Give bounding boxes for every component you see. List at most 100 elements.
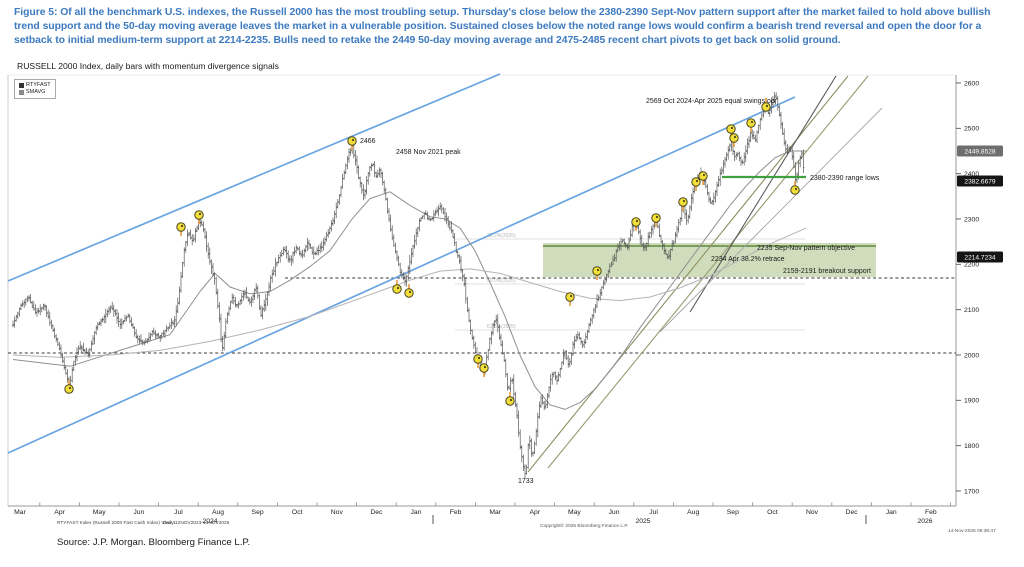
axis-price-badge xyxy=(957,175,1003,187)
divergence-marker-dot xyxy=(396,286,400,290)
chart-text: 2025 xyxy=(635,518,650,525)
divergence-marker xyxy=(176,222,186,232)
divergence-marker-dot xyxy=(180,224,184,228)
chart-text: 1733 xyxy=(518,478,534,485)
chart-text: 1900 xyxy=(964,398,979,405)
divergence-marker-dot xyxy=(596,268,600,272)
chart-text: Mar xyxy=(489,509,501,516)
divergence-marker-dot xyxy=(509,398,513,402)
divergence-marker xyxy=(746,118,756,128)
axis-price-badge xyxy=(957,145,1003,157)
chart-text: Nov xyxy=(331,509,344,516)
divergence-marker-dot xyxy=(794,187,798,191)
chart-text: 2235 Sep-Nov pattern objective xyxy=(757,245,855,252)
legend-swatch-smavg xyxy=(19,90,24,95)
chart-text: May xyxy=(568,509,581,516)
chart-text: Feb xyxy=(925,509,937,516)
chart-text: Mar xyxy=(14,509,26,516)
divergence-marker xyxy=(565,292,575,302)
chart-text: 2466 xyxy=(360,138,376,145)
chart-text: 2024 xyxy=(202,518,217,525)
chart-text: 14-Nov-2025 06:36:47 xyxy=(948,528,996,534)
chart-text: 2300 xyxy=(964,216,979,223)
chart-text: Jun xyxy=(609,509,620,516)
chart-text: 50.0%(2025) xyxy=(487,278,516,284)
divergence-marker xyxy=(64,384,74,394)
divergence-marker xyxy=(651,213,661,223)
divergence-marker xyxy=(790,185,800,195)
chart-text: Jan xyxy=(411,509,422,516)
divergence-marker-dot xyxy=(635,219,639,223)
divergence-marker-dot xyxy=(702,173,706,177)
legend-item-smavg: SMAVG xyxy=(19,89,51,96)
divergence-marker xyxy=(729,133,739,143)
chart-text: Daily 12NOV2023-14NOV2025 xyxy=(163,520,230,526)
divergence-marker-dot xyxy=(682,199,686,203)
divergence-marker xyxy=(678,197,688,207)
source-line: Source: J.P. Morgan. Bloomberg Finance L… xyxy=(57,537,251,548)
chart-title: RUSSELL 2000 Index, daily bars with mome… xyxy=(17,61,279,71)
chart-text: 2234 Apr 38.2% retrace xyxy=(711,256,785,263)
chart-text: 2600 xyxy=(964,80,979,87)
ma-line-1 xyxy=(12,227,807,358)
divergence-marker xyxy=(631,217,641,227)
divergence-marker-dot xyxy=(351,138,355,142)
chart-text: Oct xyxy=(767,509,778,516)
divergence-marker xyxy=(592,266,602,276)
legend-swatch-price xyxy=(19,83,24,88)
chart-text: 2500 xyxy=(964,126,979,133)
chart-text: Copyright© 2025 Bloomberg Finance L.P. xyxy=(540,522,628,529)
divergence-marker xyxy=(479,363,489,373)
trend-line-internal-gray-light xyxy=(659,107,883,333)
divergence-marker-dot xyxy=(68,386,72,390)
chart-text: Dec xyxy=(370,509,383,516)
chart-text: 2159-2191 breakout support xyxy=(783,268,871,275)
divergence-marker xyxy=(404,288,414,298)
divergence-marker-dot xyxy=(477,356,481,360)
chart-text: Apr xyxy=(530,509,541,516)
trend-line-olive-support-2 xyxy=(547,75,869,469)
chart-text: 2380-2390 range lows xyxy=(810,175,880,182)
chart-text: 2569 Oct 2024-Apr 2025 equal swings obj xyxy=(646,98,777,105)
divergence-marker-dot xyxy=(655,215,659,219)
divergence-marker-dot xyxy=(733,135,737,139)
legend-label-price: RTYFAST xyxy=(26,82,51,88)
divergence-marker xyxy=(505,396,515,406)
divergence-marker xyxy=(347,136,357,146)
chart-text: 38.2%(2025) xyxy=(487,233,516,239)
chart-text: Nov xyxy=(806,509,819,516)
divergence-marker-dot xyxy=(483,365,487,369)
divergence-marker xyxy=(392,284,402,294)
chart-text: 1700 xyxy=(964,488,979,495)
chart-text: 2458 Nov 2021 peak xyxy=(396,149,461,156)
chart-text: Aug xyxy=(687,509,699,516)
trend-line-bull-channel-upper-blue xyxy=(7,73,501,282)
axis-price-badge xyxy=(957,251,1003,263)
divergence-marker-dot xyxy=(730,126,734,130)
divergence-marker-dot xyxy=(695,179,699,183)
chart-text: Feb xyxy=(450,509,462,516)
figure-caption: Figure 5: Of all the benchmark U.S. inde… xyxy=(14,7,991,46)
divergence-marker-dot xyxy=(198,212,202,216)
divergence-marker xyxy=(691,177,701,187)
chart-text: 2100 xyxy=(964,307,979,314)
chart-text: Dec xyxy=(846,509,859,516)
divergence-marker-dot xyxy=(750,120,754,124)
chart-text: 2449.8528 xyxy=(964,149,996,156)
divergence-marker xyxy=(194,210,204,220)
chart-text: Jul xyxy=(649,509,658,516)
chart-text: May xyxy=(93,509,106,516)
chart-text: Sep xyxy=(727,509,739,516)
chart-text: Sep xyxy=(252,509,264,516)
legend-item-price: RTYFAST xyxy=(19,82,51,89)
chart-text: Oct xyxy=(292,509,303,516)
chart-text: 2026 xyxy=(917,518,932,525)
chart-text: 2000 xyxy=(964,352,979,359)
chart-text: RTYFAST Index (Russell 2000 Fast Cash In… xyxy=(57,520,176,526)
chart-text: 2400 xyxy=(964,171,979,178)
chart-text: 1800 xyxy=(964,443,979,450)
price-bars xyxy=(11,92,805,479)
divergence-marker xyxy=(698,171,708,181)
chart-text: Apr xyxy=(54,509,65,516)
